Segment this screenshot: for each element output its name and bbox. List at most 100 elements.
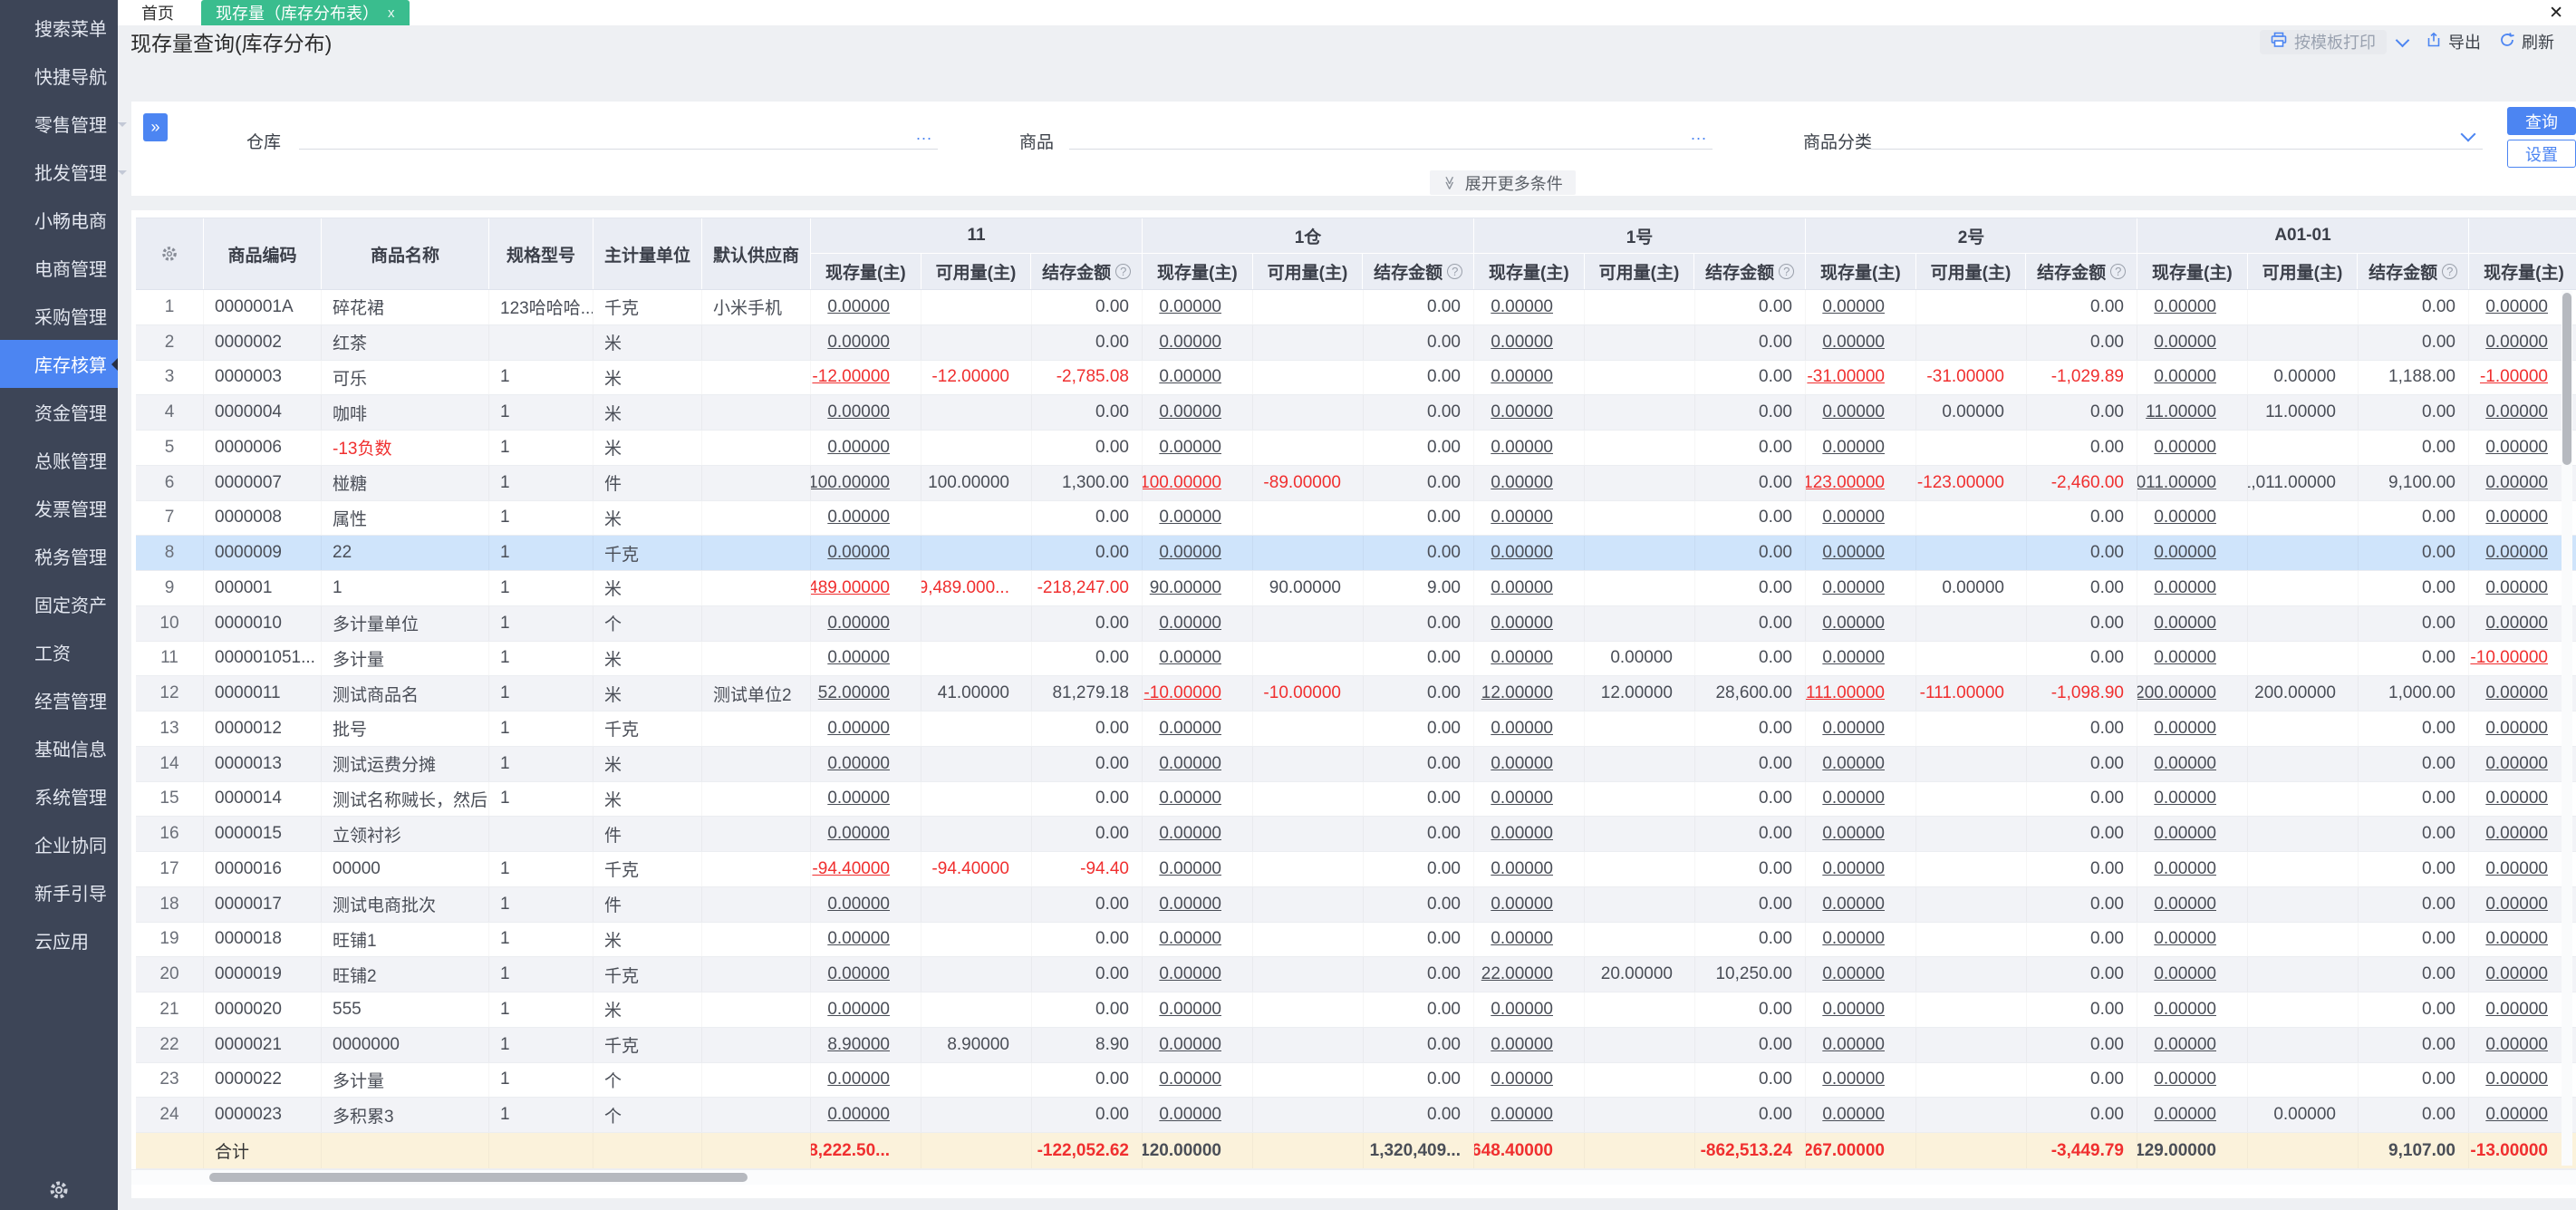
print-dropdown-chevron-icon[interactable] (2395, 33, 2410, 47)
stock-qty-link[interactable]: 0.00000 (2137, 642, 2248, 676)
stock-qty-link[interactable]: 0.00000 (1143, 361, 1253, 395)
stock-qty-link[interactable]: 0.00000 (2469, 957, 2576, 992)
stock-qty-link[interactable]: 0.00000 (811, 642, 921, 676)
table-row[interactable]: 150000014测试名称贼长，然后截...1米0.000000.000.000… (136, 781, 2576, 818)
sidebar-item-库存核算[interactable]: 库存核算 (0, 340, 118, 388)
stock-qty-link[interactable]: 0.00000 (811, 887, 921, 922)
stock-qty-link[interactable]: 0.00000 (1806, 571, 1916, 605)
stock-qty-link[interactable]: 0.00000 (2469, 711, 2576, 746)
stock-qty-link[interactable]: 90.00000 (1143, 571, 1253, 605)
vertical-scrollbar[interactable] (2562, 291, 2572, 1166)
stock-qty-link[interactable]: 0.00000 (2469, 852, 2576, 886)
stock-qty-link[interactable]: 0.00000 (1143, 852, 1253, 886)
stock-qty-link[interactable]: 0.00000 (2469, 1028, 2576, 1062)
table-row[interactable]: 22 0000021 0000000 1 千克 8.90000 8.90000 8.90 0.0… (136, 1027, 2576, 1063)
stock-qty-link[interactable]: 0.00000 (2137, 817, 2248, 851)
stock-qty-link[interactable]: 0.00000 (2137, 571, 2248, 605)
stock-qty-link[interactable]: 0.00000 (1806, 1028, 1916, 1062)
stock-qty-link[interactable]: 0.00000 (1474, 1098, 1585, 1132)
stock-qty-link[interactable]: 0.00000 (2137, 325, 2248, 360)
product-filter-input[interactable]: ... (1069, 123, 1713, 150)
table-row[interactable]: 19 0000018 旺铺1 1 米 0.00000 0.00 0.00000 0.00 0.00… (136, 922, 2576, 958)
stock-qty-link[interactable]: 0.00000 (1474, 817, 1585, 851)
stock-qty-link[interactable]: 0.00000 (1143, 1098, 1253, 1132)
stock-qty-link[interactable]: 11.00000 (2137, 395, 2248, 430)
stock-qty-link[interactable]: 0.00000 (1143, 1028, 1253, 1062)
stock-qty-link[interactable]: -10.00000 (2469, 642, 2576, 676)
refresh-button[interactable]: 刷新 (2499, 30, 2554, 53)
stock-qty-link[interactable]: 0.00000 (811, 431, 921, 465)
stock-qty-link[interactable]: 0.00000 (811, 1063, 921, 1098)
stock-qty-link[interactable]: 0.00000 (1806, 957, 1916, 992)
table-row[interactable]: 5 0000006 -13负数 1 米 0.00000 0.00 0.00000 0.00 0.0… (136, 431, 2576, 466)
stock-qty-link[interactable]: 0.00000 (1474, 431, 1585, 465)
stock-qty-link[interactable]: 0.00000 (2469, 395, 2576, 430)
stock-qty-link[interactable]: 0.00000 (1143, 606, 1253, 641)
stock-qty-link[interactable]: 0.00000 (2469, 782, 2576, 817)
help-circle-icon[interactable]: ? (1447, 264, 1463, 279)
stock-qty-link[interactable]: 0.00000 (2469, 501, 2576, 536)
stock-qty-link[interactable]: 0.00000 (1474, 571, 1585, 605)
stock-qty-link[interactable]: 0.00000 (1143, 711, 1253, 746)
stock-qty-link[interactable]: 0.00000 (2137, 431, 2248, 465)
stock-qty-link[interactable]: 0.00000 (2137, 290, 2248, 324)
stock-qty-link[interactable]: 0.00000 (1474, 992, 1585, 1027)
stock-qty-link[interactable]: 0.00000 (1143, 642, 1253, 676)
stock-qty-link[interactable]: 0.00000 (1474, 887, 1585, 922)
sidebar-item-云应用[interactable]: 云应用 (0, 916, 118, 964)
sidebar-item-企业协同[interactable]: 企业协同 (0, 820, 118, 868)
stock-qty-link[interactable]: 0.00000 (811, 711, 921, 746)
table-row[interactable]: 6 0000007 椪糖 1 件 100.00000 100.00000 1,300.00 -1… (136, 465, 2576, 501)
stock-qty-link[interactable]: -12.00000 (811, 361, 921, 395)
stock-qty-link[interactable]: 0.00000 (1806, 395, 1916, 430)
stock-qty-link[interactable]: 0.00000 (2469, 1063, 2576, 1098)
table-row[interactable]: 3 0000003 可乐 1 米 -12.00000 -12.00000 -2,785.08 0… (136, 360, 2576, 396)
warehouse-filter-input[interactable]: ... (299, 123, 938, 150)
stock-qty-link[interactable]: 0.00000 (2137, 747, 2248, 781)
tab-首页[interactable]: 首页 (127, 0, 188, 25)
stock-qty-link[interactable]: 0.00000 (811, 1098, 921, 1132)
stock-qty-link[interactable]: 0.00000 (2137, 711, 2248, 746)
stock-qty-link[interactable]: 0.00000 (1474, 1063, 1585, 1098)
stock-qty-link[interactable]: 100.00000 (811, 466, 921, 500)
stock-qty-link[interactable]: 0.00000 (1143, 923, 1253, 957)
stock-qty-link[interactable]: 0.00000 (2137, 361, 2248, 395)
stock-qty-link[interactable]: 0.00000 (2469, 431, 2576, 465)
sidebar-item-零售管理[interactable]: 零售管理 (0, 100, 127, 148)
stock-qty-link[interactable]: 0.00000 (2137, 1098, 2248, 1132)
search-button[interactable]: 查询 (2507, 107, 2576, 135)
stock-qty-link[interactable]: 0.00000 (2137, 923, 2248, 957)
tab-close-icon[interactable]: x (388, 5, 395, 21)
stock-qty-link[interactable]: 0.00000 (811, 923, 921, 957)
sidebar-item-快捷导航[interactable]: 快捷导航 (0, 52, 118, 100)
sidebar-item-固定资产[interactable]: 固定资产 (0, 580, 118, 628)
stock-qty-link[interactable]: 0.00000 (1806, 887, 1916, 922)
stock-qty-link[interactable]: 0.00000 (1143, 395, 1253, 430)
stock-qty-link[interactable]: 0.00000 (2469, 290, 2576, 324)
sidebar-item-发票管理[interactable]: 发票管理 (0, 484, 118, 532)
stock-qty-link[interactable]: 200.00000 (2137, 676, 2248, 711)
stock-qty-link[interactable]: 0.00000 (1474, 606, 1585, 641)
stock-qty-link[interactable]: 0.00000 (811, 325, 921, 360)
stock-qty-link[interactable]: 0.00000 (2469, 923, 2576, 957)
stock-qty-link[interactable]: 0.00000 (1806, 747, 1916, 781)
warehouse-picker-icon[interactable]: ... (915, 125, 932, 143)
stock-qty-link[interactable]: 0.00000 (1806, 782, 1916, 817)
stock-qty-link[interactable]: 0.00000 (2137, 957, 2248, 992)
window-close-icon[interactable]: ✕ (2549, 3, 2563, 23)
stock-qty-link[interactable]: 0.00000 (811, 501, 921, 536)
stock-qty-link[interactable]: 0.00000 (2469, 606, 2576, 641)
stock-qty-link[interactable]: 0.00000 (811, 782, 921, 817)
stock-qty-link[interactable]: 0.00000 (1143, 887, 1253, 922)
help-circle-icon[interactable]: ? (1779, 264, 1795, 279)
settings-gear-icon[interactable] (0, 1179, 118, 1201)
stock-qty-link[interactable]: 0.00000 (811, 992, 921, 1027)
table-row[interactable]: 8 0000009 22 1 千克 0.00000 0.00 0.00000 0.00 0.000… (136, 536, 2576, 571)
sidebar-item-采购管理[interactable]: 采购管理 (0, 292, 118, 340)
stock-qty-link[interactable]: 0.00000 (1143, 536, 1253, 570)
table-row[interactable]: 14 0000013 测试运费分摊 1 米 0.00000 0.00 0.00000 0.00 0… (136, 746, 2576, 782)
stock-qty-link[interactable]: 0.00000 (1806, 1063, 1916, 1098)
stock-qty-link[interactable]: 0.00000 (2137, 501, 2248, 536)
sidebar-item-新手引导[interactable]: 新手引导 (0, 868, 118, 916)
category-filter-input[interactable] (1868, 123, 2483, 150)
